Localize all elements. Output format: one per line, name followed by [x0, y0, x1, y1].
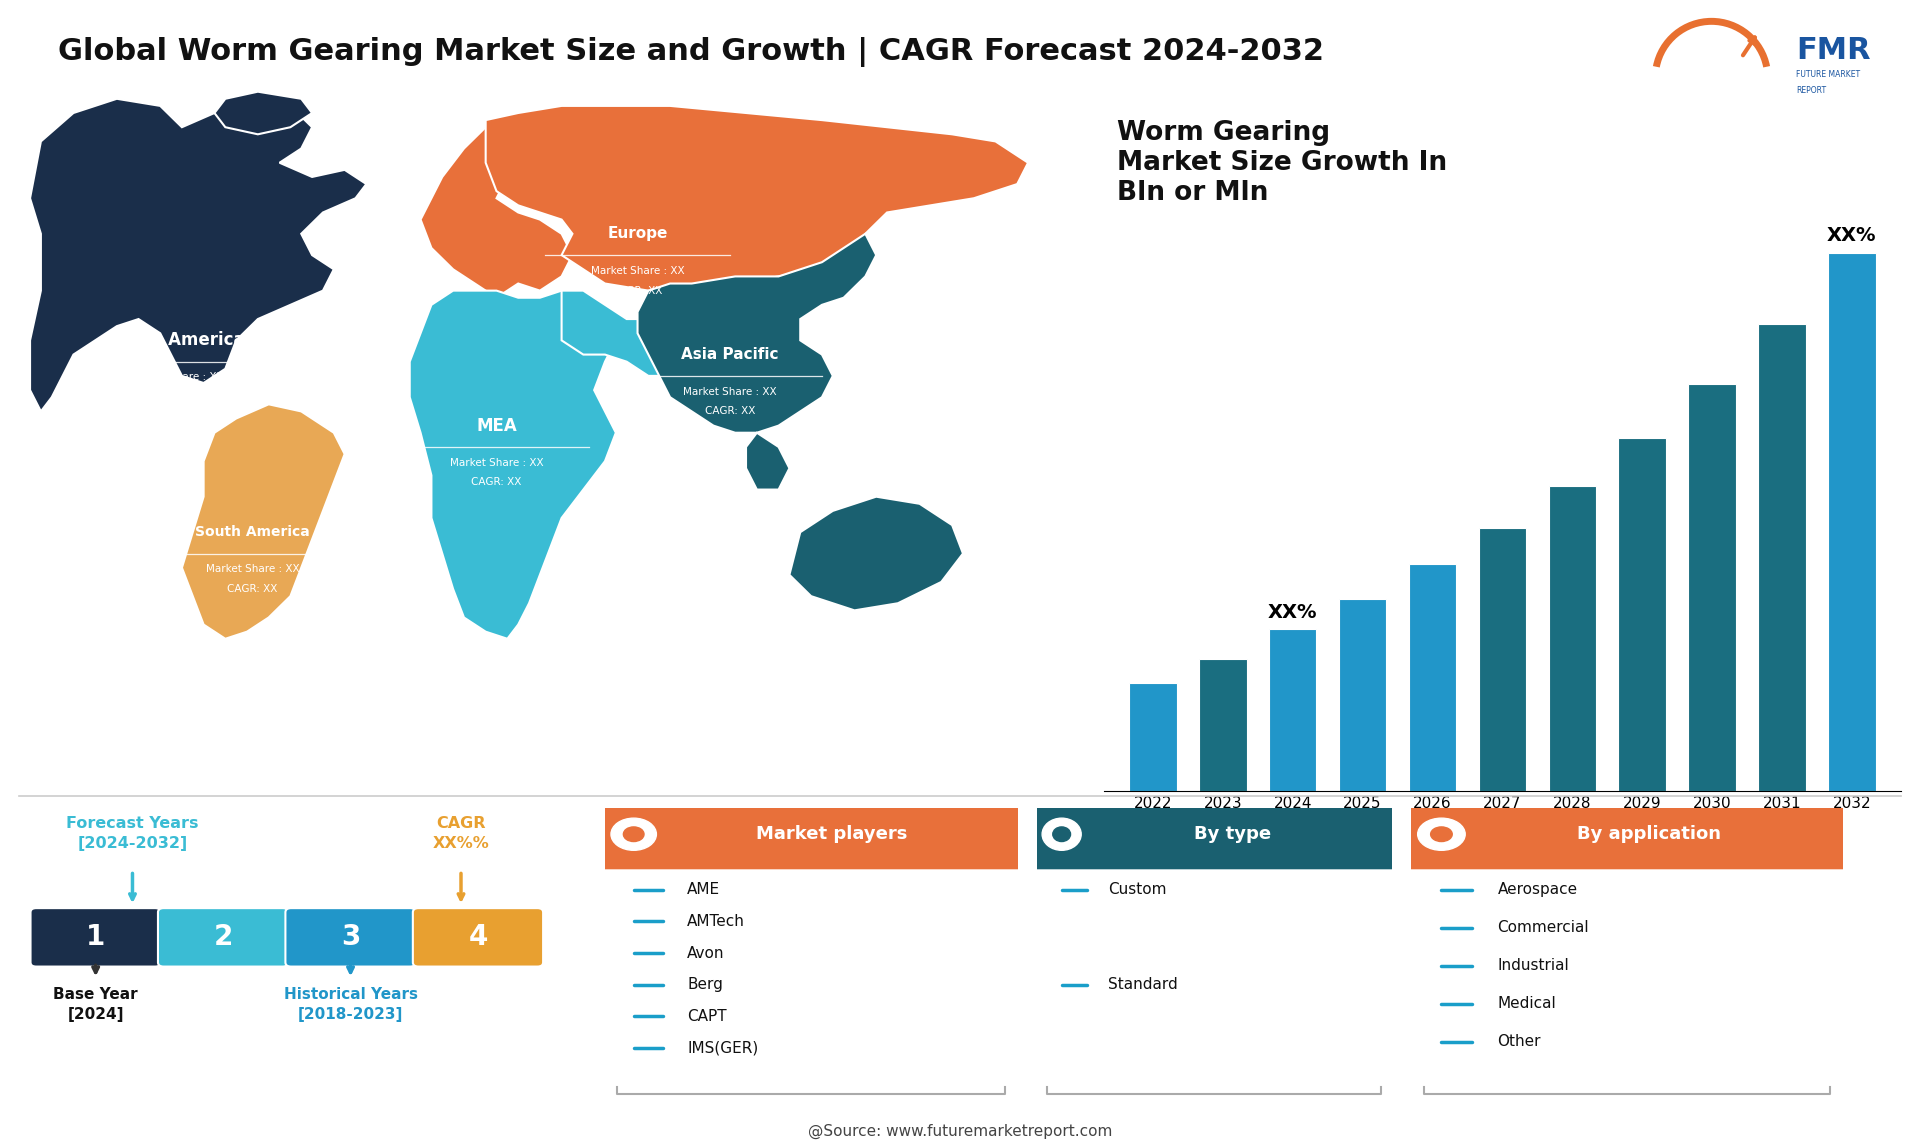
Bar: [1759, 324, 1805, 791]
Text: South America: South America: [196, 525, 309, 540]
Text: CAPT: CAPT: [687, 1008, 728, 1023]
Polygon shape: [747, 433, 789, 489]
FancyBboxPatch shape: [1025, 799, 1404, 870]
Polygon shape: [409, 291, 626, 638]
Text: Historical Years
[2018-2023]: Historical Years [2018-2023]: [284, 988, 417, 1022]
Text: Commercial: Commercial: [1498, 920, 1590, 935]
Bar: [1269, 629, 1317, 791]
Text: Global Worm Gearing Market Size and Growth | CAGR Forecast 2024-2032: Global Worm Gearing Market Size and Grow…: [58, 37, 1323, 66]
Text: Market Share : XX: Market Share : XX: [684, 386, 776, 397]
Polygon shape: [31, 99, 367, 411]
Bar: [1549, 486, 1596, 791]
Text: MEA: MEA: [476, 417, 516, 434]
Text: Aerospace: Aerospace: [1498, 882, 1578, 897]
FancyBboxPatch shape: [601, 857, 1021, 1104]
Polygon shape: [215, 92, 313, 134]
Bar: [1478, 527, 1526, 791]
Text: Market Share : XX: Market Share : XX: [449, 457, 543, 468]
Circle shape: [1417, 818, 1465, 850]
Text: 4: 4: [468, 924, 488, 951]
Text: XX%: XX%: [1267, 603, 1317, 622]
Polygon shape: [486, 105, 1027, 291]
Text: Other: Other: [1498, 1034, 1542, 1050]
Polygon shape: [637, 234, 876, 433]
Text: 2: 2: [213, 924, 232, 951]
Text: 3: 3: [342, 924, 361, 951]
Circle shape: [1043, 818, 1081, 850]
Circle shape: [1052, 827, 1071, 841]
Text: Industrial: Industrial: [1498, 958, 1569, 973]
Text: Forecast Years
[2024-2032]: Forecast Years [2024-2032]: [65, 816, 200, 851]
Circle shape: [611, 818, 657, 850]
Text: REPORT: REPORT: [1797, 86, 1826, 95]
Text: FUTURE MARKET: FUTURE MARKET: [1797, 70, 1860, 79]
FancyBboxPatch shape: [413, 908, 543, 966]
FancyBboxPatch shape: [593, 799, 1029, 870]
Text: Market Share : XX: Market Share : XX: [205, 564, 300, 574]
Polygon shape: [420, 120, 572, 298]
Text: XX%: XX%: [1828, 227, 1876, 245]
Text: CAGR: XX: CAGR: XX: [227, 584, 278, 594]
Text: Market Share : XX: Market Share : XX: [131, 372, 223, 383]
Bar: [1828, 252, 1876, 791]
Text: CAGR: XX: CAGR: XX: [470, 478, 522, 487]
Circle shape: [624, 827, 643, 841]
Text: CAGR: XX: CAGR: XX: [612, 285, 662, 296]
FancyBboxPatch shape: [157, 908, 288, 966]
FancyBboxPatch shape: [1398, 799, 1857, 870]
Bar: [1619, 438, 1667, 791]
Text: AMTech: AMTech: [687, 913, 745, 929]
Polygon shape: [182, 405, 346, 638]
Text: Market players: Market players: [756, 825, 908, 843]
FancyBboxPatch shape: [1033, 857, 1396, 1104]
Text: Berg: Berg: [687, 978, 724, 992]
Bar: [1338, 599, 1386, 791]
Text: By type: By type: [1194, 825, 1271, 843]
Text: Standard: Standard: [1108, 978, 1177, 992]
Circle shape: [1430, 827, 1452, 841]
FancyBboxPatch shape: [286, 908, 415, 966]
Polygon shape: [789, 496, 964, 611]
Text: Custom: Custom: [1108, 882, 1165, 897]
Text: Base Year
[2024]: Base Year [2024]: [54, 988, 138, 1022]
Text: Europe: Europe: [607, 226, 668, 242]
Text: Asia Pacific: Asia Pacific: [682, 347, 778, 362]
Bar: [1409, 564, 1455, 791]
Text: CAGR
XX%%: CAGR XX%%: [432, 816, 490, 851]
Text: By application: By application: [1576, 825, 1720, 843]
Text: IMS(GER): IMS(GER): [687, 1041, 758, 1055]
Text: Medical: Medical: [1498, 996, 1557, 1011]
Bar: [1200, 659, 1246, 791]
Polygon shape: [561, 291, 691, 376]
Text: Market Share : XX: Market Share : XX: [591, 266, 684, 276]
Bar: [1129, 683, 1177, 791]
Text: CAGR: XX: CAGR: XX: [705, 407, 755, 416]
Bar: [1688, 384, 1736, 791]
Text: AME: AME: [687, 882, 720, 897]
Text: FMR: FMR: [1797, 37, 1870, 65]
FancyBboxPatch shape: [31, 908, 161, 966]
Text: Avon: Avon: [687, 945, 726, 960]
Text: North America: North America: [109, 331, 244, 350]
Text: 1: 1: [86, 924, 106, 951]
Text: CAGR: XX: CAGR: XX: [152, 392, 202, 402]
FancyBboxPatch shape: [1407, 857, 1847, 1104]
Text: @Source: www.futuremarketreport.com: @Source: www.futuremarketreport.com: [808, 1123, 1112, 1139]
Text: Worm Gearing
Market Size Growth In
Bln or Mln: Worm Gearing Market Size Growth In Bln o…: [1117, 120, 1448, 206]
